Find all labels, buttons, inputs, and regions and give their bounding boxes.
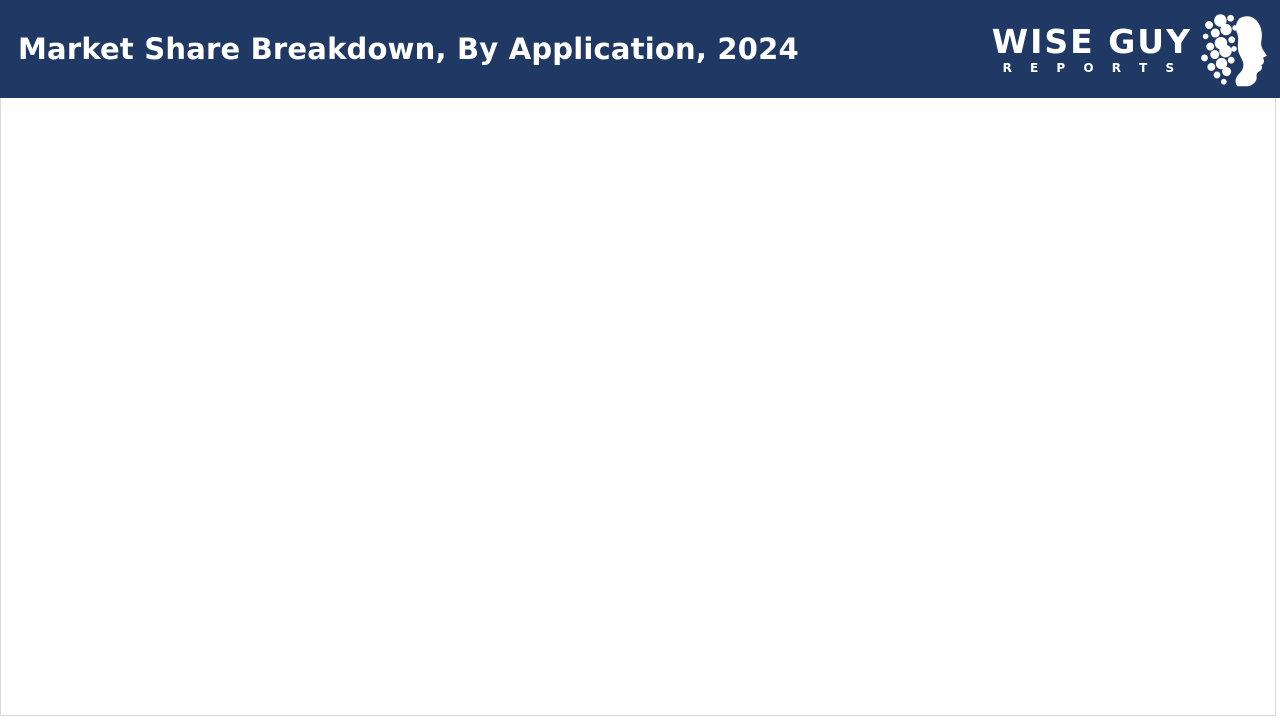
wise-guy-reports-logo: WISE GUY R E P O R T S <box>992 8 1268 92</box>
logo-wordmark-block: WISE GUY R E P O R T S <box>991 21 1192 76</box>
header-bar: Market Share Breakdown, By Application, … <box>0 0 1280 98</box>
content-frame-border <box>0 98 1276 716</box>
logo-face-icon <box>1200 12 1268 88</box>
chart-title: Market Share Breakdown, By Application, … <box>18 32 799 66</box>
logo-wordmark: WISE GUY <box>991 21 1192 61</box>
logo-subtext: R E P O R T S <box>1002 61 1182 76</box>
